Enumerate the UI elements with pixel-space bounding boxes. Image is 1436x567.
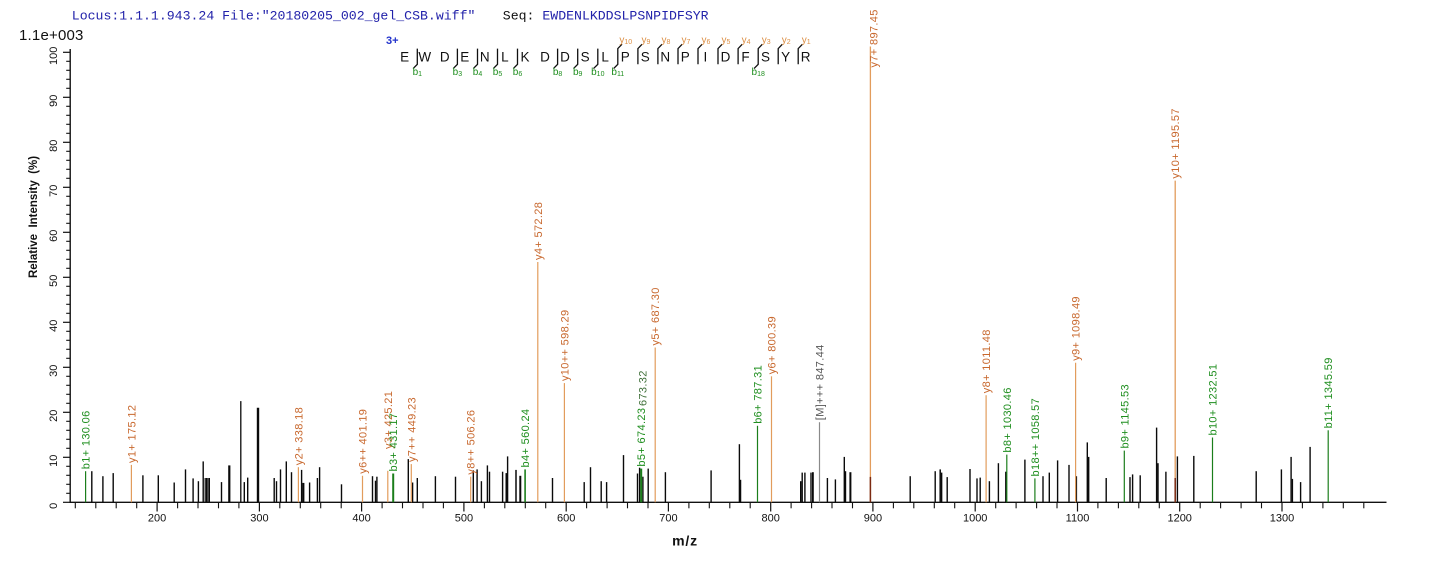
- svg-text:20: 20: [48, 410, 60, 422]
- svg-text:40: 40: [48, 320, 60, 332]
- svg-text:E: E: [460, 49, 469, 64]
- svg-text:I: I: [704, 49, 708, 64]
- svg-text:b18: b18: [752, 67, 765, 78]
- svg-text:y1+ 175.12: y1+ 175.12: [126, 405, 138, 463]
- svg-text:D: D: [540, 49, 550, 64]
- svg-text:b10+ 1232.51: b10+ 1232.51: [1208, 364, 1220, 436]
- svg-text:500: 500: [455, 513, 473, 525]
- svg-text:0: 0: [48, 503, 60, 509]
- svg-text:b1+ 130.06: b1+ 130.06: [81, 410, 93, 469]
- svg-text:m/z: m/z: [672, 533, 698, 549]
- svg-text:y9: y9: [641, 35, 650, 46]
- svg-text:y5: y5: [722, 35, 731, 46]
- svg-text:y8+ 1011.48: y8+ 1011.48: [981, 329, 993, 393]
- svg-text:30: 30: [48, 365, 60, 377]
- svg-text:b6+ 787.31: b6+ 787.31: [753, 365, 765, 424]
- svg-text:y8++ 506.26: y8++ 506.26: [466, 410, 478, 475]
- svg-text:50: 50: [48, 275, 60, 287]
- svg-text:L: L: [601, 49, 609, 64]
- svg-text:1000: 1000: [963, 513, 987, 525]
- svg-text:E: E: [400, 49, 409, 64]
- svg-text:1100: 1100: [1066, 513, 1090, 525]
- svg-text:y7+ 897.45: y7+ 897.45: [868, 9, 880, 67]
- svg-text:y2+ 338.18: y2+ 338.18: [293, 407, 305, 465]
- svg-text:W: W: [418, 49, 431, 64]
- svg-text:Y: Y: [781, 49, 790, 64]
- svg-text:300: 300: [250, 513, 268, 525]
- svg-text:y7: y7: [682, 35, 691, 46]
- svg-text:D: D: [440, 49, 450, 64]
- svg-text:S: S: [581, 49, 590, 64]
- svg-text:1300: 1300: [1270, 513, 1294, 525]
- svg-text:b5+ 674.23: b5+ 674.23: [636, 408, 648, 467]
- svg-text:1200: 1200: [1167, 513, 1191, 525]
- svg-text:y6+ 800.39: y6+ 800.39: [767, 316, 779, 374]
- svg-text:N: N: [660, 49, 670, 64]
- svg-text:900: 900: [864, 513, 882, 525]
- svg-text:b9: b9: [573, 67, 583, 78]
- svg-text:80: 80: [48, 140, 60, 152]
- svg-text:b11: b11: [611, 67, 624, 78]
- svg-text:y5+ 687.30: y5+ 687.30: [650, 287, 662, 345]
- svg-text:b8+ 1030.46: b8+ 1030.46: [1002, 387, 1014, 452]
- svg-text:Locus:1.1.1.943.24 File:"20180: Locus:1.1.1.943.24 File:"20180205_002_ge…: [72, 9, 476, 24]
- svg-text:y4: y4: [742, 35, 751, 46]
- svg-text:b5: b5: [493, 67, 503, 78]
- svg-text:P: P: [621, 49, 630, 64]
- svg-text:F: F: [741, 49, 749, 64]
- svg-text:10: 10: [48, 455, 60, 467]
- svg-text:b4: b4: [473, 67, 483, 78]
- svg-text:y10+ 1195.57: y10+ 1195.57: [1170, 108, 1182, 178]
- svg-text:y1: y1: [802, 35, 811, 46]
- svg-text:D: D: [721, 49, 731, 64]
- svg-text:673.32: 673.32: [637, 370, 649, 406]
- svg-text:y6: y6: [702, 35, 711, 46]
- svg-text:K: K: [520, 49, 529, 64]
- svg-text:b10: b10: [591, 67, 604, 78]
- svg-text:90: 90: [48, 95, 60, 107]
- svg-text:y7++ 449.23: y7++ 449.23: [406, 397, 418, 462]
- svg-text:800: 800: [762, 513, 780, 525]
- svg-text:D: D: [560, 49, 570, 64]
- svg-text:y9+ 1098.49: y9+ 1098.49: [1071, 296, 1083, 361]
- svg-text:b8: b8: [553, 67, 563, 78]
- svg-text:y2: y2: [782, 35, 791, 46]
- svg-text:P: P: [681, 49, 690, 64]
- svg-text:y3+ 425.21: y3+ 425.21: [383, 391, 395, 449]
- svg-text:b4+ 560.24: b4+ 560.24: [520, 409, 532, 468]
- svg-text:b9+ 1145.53: b9+ 1145.53: [1119, 384, 1131, 449]
- svg-text:y4+ 572.28: y4+ 572.28: [533, 202, 545, 260]
- svg-text:70: 70: [48, 185, 60, 197]
- svg-text:100: 100: [48, 47, 60, 65]
- svg-text:[M]+++ 847.44: [M]+++ 847.44: [815, 344, 827, 420]
- svg-text:b6: b6: [513, 67, 523, 78]
- svg-text:3+: 3+: [386, 35, 399, 47]
- svg-text:y6++ 401.19: y6++ 401.19: [358, 409, 370, 474]
- svg-text:y10++ 598.29: y10++ 598.29: [559, 310, 571, 381]
- svg-text:Seq: EWDENLKDDSLPSNPIDFSYR: Seq: EWDENLKDDSLPSNPIDFSYR: [503, 9, 709, 24]
- svg-text:b3+ 431.17: b3+ 431.17: [388, 413, 400, 472]
- svg-text:y10: y10: [619, 35, 632, 46]
- svg-text:y3: y3: [762, 35, 771, 46]
- svg-text:S: S: [761, 49, 770, 64]
- svg-text:N: N: [480, 49, 490, 64]
- svg-text:S: S: [641, 49, 650, 64]
- svg-text:Relative Intensity (%): Relative Intensity (%): [28, 156, 40, 278]
- svg-text:1.1e+003: 1.1e+003: [19, 27, 84, 44]
- svg-text:700: 700: [659, 513, 677, 525]
- svg-text:400: 400: [352, 513, 370, 525]
- svg-text:b18++ 1058.57: b18++ 1058.57: [1030, 398, 1042, 477]
- svg-text:600: 600: [557, 513, 575, 525]
- svg-text:b1: b1: [413, 67, 423, 78]
- svg-text:60: 60: [48, 230, 60, 242]
- svg-text:y8: y8: [661, 35, 670, 46]
- svg-text:R: R: [801, 49, 811, 64]
- svg-text:200: 200: [148, 513, 166, 525]
- svg-text:b3: b3: [453, 67, 463, 78]
- svg-text:L: L: [501, 49, 509, 64]
- svg-text:b11+ 1345.59: b11+ 1345.59: [1323, 357, 1335, 428]
